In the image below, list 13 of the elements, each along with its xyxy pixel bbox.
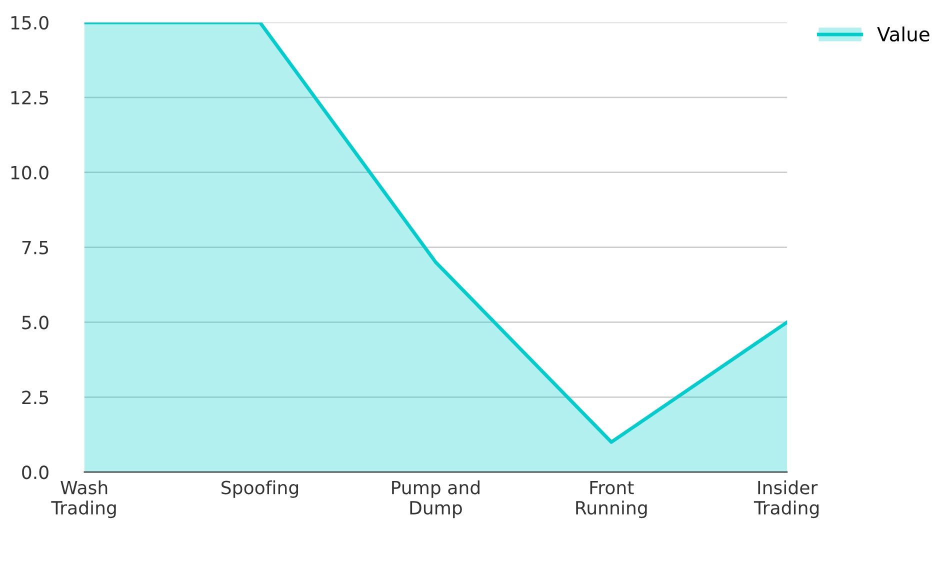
x-tick-label: Wash Trading bbox=[51, 480, 116, 518]
x-tick-label: Spoofing bbox=[222, 480, 298, 498]
y-tick-label: 7.5 bbox=[22, 240, 48, 254]
y-tick-label: 15.0 bbox=[11, 16, 48, 30]
y-tick-label: 12.5 bbox=[11, 90, 48, 105]
y-tick-label: 0.0 bbox=[22, 466, 48, 480]
x-tick-label: Front Running bbox=[576, 480, 647, 518]
x-tick-label: Pump and Dump bbox=[392, 480, 480, 518]
y-tick-label: 5.0 bbox=[22, 316, 48, 330]
y-tick-label: 10.0 bbox=[11, 166, 48, 180]
legend-label: Value bbox=[877, 26, 930, 42]
x-tick-label: Insider Trading bbox=[754, 480, 819, 518]
y-tick-label: 2.5 bbox=[22, 390, 48, 404]
